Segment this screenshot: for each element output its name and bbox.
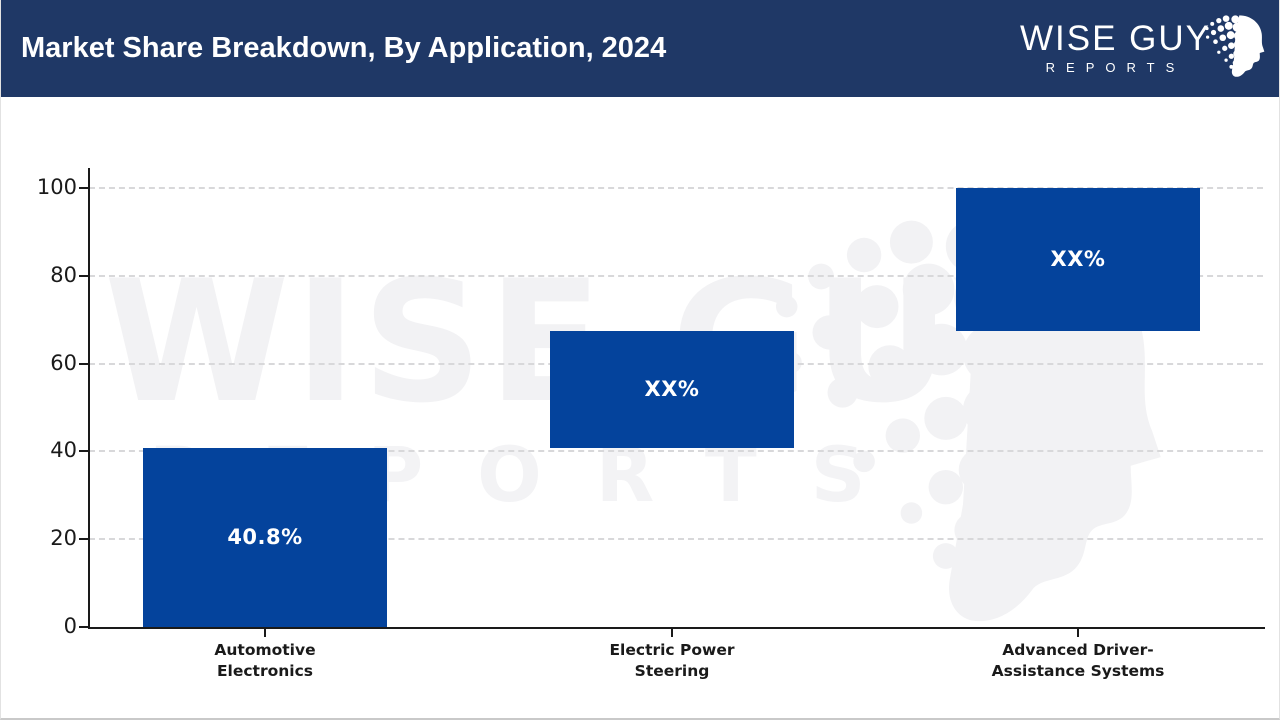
y-tick-mark — [79, 538, 88, 541]
gridline — [89, 274, 1263, 277]
page-title: Market Share Breakdown, By Application, … — [21, 32, 667, 64]
x-category-label-line: Steering — [634, 662, 710, 680]
x-category-label: Automotive Electronics — [85, 640, 445, 682]
bar-value-label: XX% — [644, 377, 700, 402]
x-category-label-line: Electronics — [216, 662, 314, 680]
y-tick-mark — [79, 274, 88, 277]
y-tick-label: 80 — [50, 262, 77, 287]
brand-sub-text: REPORTS — [1045, 60, 1186, 75]
y-axis-line — [88, 168, 90, 629]
header: Market Share Breakdown, By Application, … — [1, 0, 1279, 97]
x-tick-mark — [1077, 629, 1079, 637]
gridline — [89, 538, 1263, 541]
y-tick-mark — [79, 362, 88, 365]
y-tick-mark — [79, 450, 88, 453]
y-tick-mark — [79, 187, 88, 189]
brand-name-text: WISE GUY — [1019, 19, 1211, 58]
brand-logo: WISE GUY REPORTS — [1020, 8, 1267, 86]
brand-wordmark: WISE GUY REPORTS — [1020, 19, 1211, 75]
bar: XX% — [956, 188, 1200, 331]
y-tick-label: 0 — [63, 614, 77, 638]
y-tick-label: 100 — [36, 175, 77, 199]
x-category-label: Electric Power Steering — [492, 640, 852, 682]
y-tick-label: 40 — [50, 438, 77, 463]
bar-value-label: XX% — [1050, 247, 1106, 272]
x-category-label-line: Electric Power — [609, 641, 735, 659]
y-tick-mark — [79, 626, 88, 628]
bar-value-label: 40.8% — [227, 525, 303, 550]
x-category-label-line: Automotive — [214, 641, 316, 659]
x-tick-mark — [264, 629, 266, 637]
x-category-label-line: Assistance Systems — [991, 662, 1165, 680]
brand-head-icon — [1205, 15, 1265, 77]
x-axis-line — [88, 627, 1265, 629]
bar: 40.8% — [143, 447, 387, 627]
y-tick-label: 60 — [50, 350, 77, 375]
gridline — [89, 450, 1263, 453]
gridline — [89, 187, 1263, 189]
x-category-label-line: Advanced Driver- — [1002, 641, 1154, 659]
x-tick-mark — [671, 629, 673, 637]
bar: XX% — [550, 330, 794, 448]
x-category-label: Advanced Driver- Assistance Systems — [898, 640, 1258, 682]
y-tick-label: 20 — [50, 526, 77, 551]
